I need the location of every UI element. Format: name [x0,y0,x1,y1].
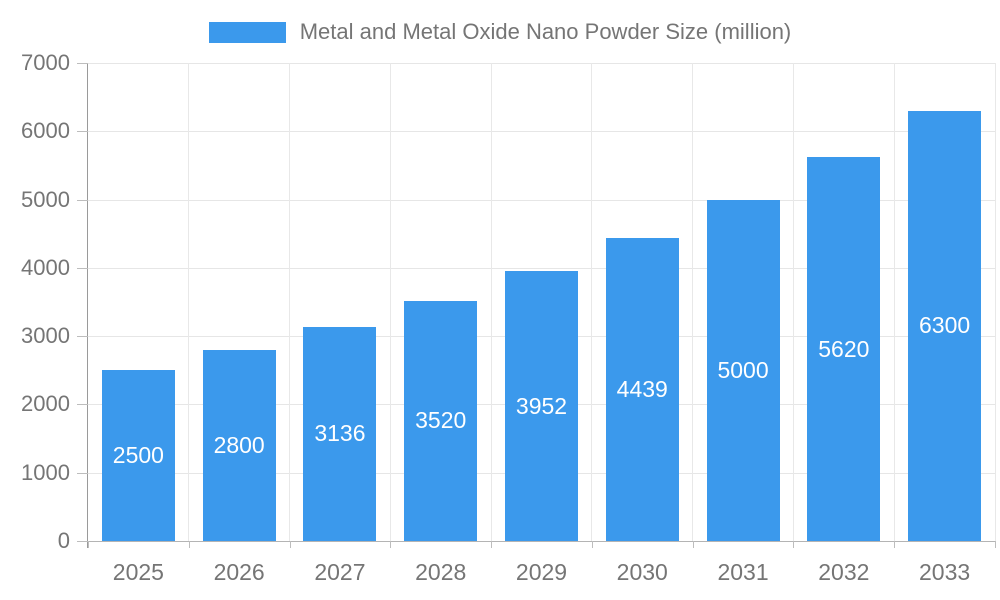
x-axis-baseline [88,541,995,542]
gridline-vertical [389,63,391,541]
bar-value-label: 4439 [616,375,668,402]
x-tick-mark [995,541,996,548]
bar[interactable]: 4439 [605,237,679,541]
bar-value-label: 2800 [213,431,265,458]
bar[interactable]: 5620 [807,157,881,541]
y-tick-label: 3000 [21,323,70,349]
x-tick-mark [793,541,795,548]
chart-legend: Metal and Metal Oxide Nano Powder Size (… [0,19,1000,45]
gridline-horizontal [88,63,995,64]
bar[interactable]: 2500 [101,370,175,541]
x-tick-mark [88,541,89,548]
y-tick-mark [77,63,88,64]
x-tick-mark [289,541,291,548]
gridline-horizontal [88,199,995,201]
bar[interactable]: 3520 [404,300,478,541]
y-tick-label: 0 [57,528,70,553]
gridline-vertical [692,63,694,541]
x-tick-label: 2026 [213,559,265,585]
bar-value-label: 3136 [314,420,366,447]
y-tick-label: 4000 [21,254,70,280]
y-tick-label: 5000 [21,186,70,212]
y-tick-label: 6000 [21,118,70,144]
x-tick-label: 2028 [415,559,467,585]
y-tick-mark [77,336,88,338]
x-tick-mark [591,541,593,548]
bar[interactable]: 3952 [505,271,578,541]
gridline-horizontal [88,267,995,269]
x-tick-mark [491,541,493,548]
bar-value-label: 5620 [818,335,870,362]
x-tick-label: 2025 [112,559,164,585]
gridline-vertical [591,63,593,541]
y-tick-mark [77,131,88,133]
x-tick-mark [390,541,392,548]
gridline-vertical [289,63,291,541]
bar-value-label: 2500 [112,442,164,469]
x-tick-label: 2027 [314,559,366,585]
y-tick-label: 1000 [21,459,70,485]
x-tick-mark [894,541,896,548]
gridline-vertical [188,63,190,541]
plot-area: 2500 2800 3136 3520 3952 4439 5000 5620 6300 [88,63,996,541]
gridline-vertical [994,63,996,541]
bar[interactable]: 2800 [202,349,276,541]
gridline-vertical [792,63,794,541]
y-axis-line [87,63,88,548]
y-tick-mark [77,541,88,542]
bar-value-label: 5000 [717,356,769,383]
bar-value-label: 6300 [919,312,971,339]
x-tick-label: 2029 [515,559,568,585]
legend-swatch [208,21,286,43]
bar[interactable]: 5000 [706,199,780,541]
y-tick-mark [77,267,88,269]
y-tick-mark [77,472,88,474]
x-tick-label: 2033 [919,559,971,585]
y-tick-label: 7000 [21,50,70,75]
y-tick-mark [77,404,88,406]
y-tick-mark [77,199,88,201]
x-tick-label: 2030 [616,559,668,585]
bar[interactable]: 3136 [303,326,377,541]
y-tick-label: 2000 [21,391,70,417]
bar[interactable]: 6300 [908,110,982,541]
gridline-vertical [490,63,492,541]
gridline-vertical [893,63,895,541]
x-tick-mark [692,541,694,548]
gridline-horizontal [88,131,995,133]
x-tick-label: 2031 [717,559,769,585]
x-tick-label: 2032 [818,559,870,585]
legend-label: Metal and Metal Oxide Nano Powder Size (… [299,19,792,44]
bar-value-label: 3952 [515,392,568,419]
bar-value-label: 3520 [415,407,467,434]
x-tick-mark [188,541,190,548]
